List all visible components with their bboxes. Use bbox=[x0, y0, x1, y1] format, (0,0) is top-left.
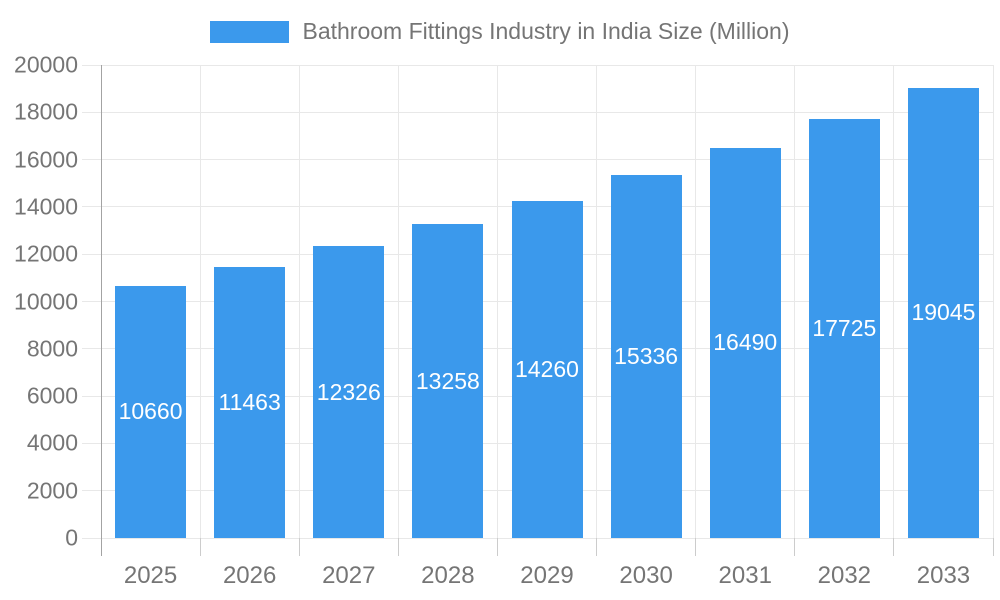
bar-2028[interactable]: 13258 bbox=[412, 224, 484, 538]
x-tick-label: 2029 bbox=[520, 562, 574, 589]
bar-value-label: 16490 bbox=[713, 329, 778, 356]
y-gridline bbox=[82, 537, 993, 539]
y-tick-label: 8000 bbox=[26, 335, 78, 362]
bar-value-label: 14260 bbox=[515, 355, 579, 382]
bar-2027[interactable]: 12326 bbox=[313, 246, 385, 538]
y-gridline bbox=[82, 111, 993, 113]
legend-label: Bathroom Fittings Industry in India Size… bbox=[302, 18, 790, 44]
x-tick-label: 2033 bbox=[916, 562, 971, 589]
y-tick-label: 18000 bbox=[14, 98, 78, 125]
y-tick-label: 14000 bbox=[14, 193, 78, 220]
x-gridline bbox=[596, 65, 598, 538]
x-gridline bbox=[496, 65, 498, 538]
y-axis-line bbox=[101, 65, 102, 556]
bar-value-label: 17725 bbox=[812, 314, 877, 341]
bar-value-label: 10660 bbox=[118, 398, 183, 425]
y-tick-label: 16000 bbox=[14, 146, 78, 173]
plot-area: 0 2000 4000 6000 8000 10000 12000 14000 16000 180… bbox=[14, 52, 994, 589]
bar-2025[interactable]: 10660 bbox=[115, 285, 187, 538]
x-tick-label: 2027 bbox=[322, 562, 376, 589]
x-gridline bbox=[695, 65, 697, 538]
x-gridline bbox=[794, 65, 796, 538]
y-tick-label: 2000 bbox=[26, 477, 78, 504]
bar-value-label: 15336 bbox=[614, 343, 679, 370]
bar-value-label: 13258 bbox=[415, 367, 480, 394]
x-axis-tick bbox=[794, 538, 796, 556]
bar-2033[interactable]: 19045 bbox=[907, 87, 979, 538]
bar-2030[interactable]: 15336 bbox=[610, 175, 682, 538]
y-gridline bbox=[82, 64, 993, 66]
x-gridline bbox=[992, 65, 994, 538]
x-axis-tick bbox=[992, 538, 994, 556]
x-tick-label: 2031 bbox=[718, 562, 772, 589]
bar-value-label: 19045 bbox=[911, 299, 976, 326]
bar-value-label: 12326 bbox=[316, 378, 381, 405]
y-tick-label: 0 bbox=[65, 524, 78, 551]
bar-2031[interactable]: 16490 bbox=[709, 148, 781, 538]
x-tick-label: 2026 bbox=[222, 562, 277, 589]
bar-2029[interactable]: 14260 bbox=[511, 200, 583, 538]
bar-2032[interactable]: 17725 bbox=[808, 118, 880, 538]
x-gridline bbox=[397, 65, 399, 538]
x-tick-label: 2028 bbox=[421, 562, 475, 589]
x-axis-tick bbox=[496, 538, 498, 556]
x-axis-tick bbox=[199, 538, 201, 556]
x-axis-tick bbox=[695, 538, 697, 556]
legend-swatch-icon bbox=[210, 20, 290, 43]
bar-value-label: 11463 bbox=[218, 388, 281, 415]
x-axis-tick bbox=[298, 538, 300, 556]
x-axis-tick bbox=[893, 538, 895, 556]
x-gridline bbox=[199, 65, 201, 538]
y-gridline bbox=[82, 159, 993, 161]
x-gridline bbox=[298, 65, 300, 538]
x-tick-label: 2025 bbox=[123, 562, 178, 589]
y-tick-label: 20000 bbox=[14, 51, 78, 78]
y-tick-label: 6000 bbox=[26, 382, 78, 409]
x-axis-tick bbox=[596, 538, 598, 556]
legend[interactable]: Bathroom Fittings Industry in India Size… bbox=[0, 18, 1000, 45]
x-tick-label: 2030 bbox=[619, 562, 673, 589]
x-axis-tick bbox=[397, 538, 399, 556]
y-tick-label: 12000 bbox=[14, 240, 78, 267]
x-tick-label: 2032 bbox=[817, 562, 872, 589]
y-tick-label: 10000 bbox=[14, 288, 78, 314]
y-tick-label: 4000 bbox=[26, 429, 78, 456]
bar-2026[interactable]: 11463 bbox=[214, 266, 286, 538]
x-gridline bbox=[893, 65, 895, 538]
